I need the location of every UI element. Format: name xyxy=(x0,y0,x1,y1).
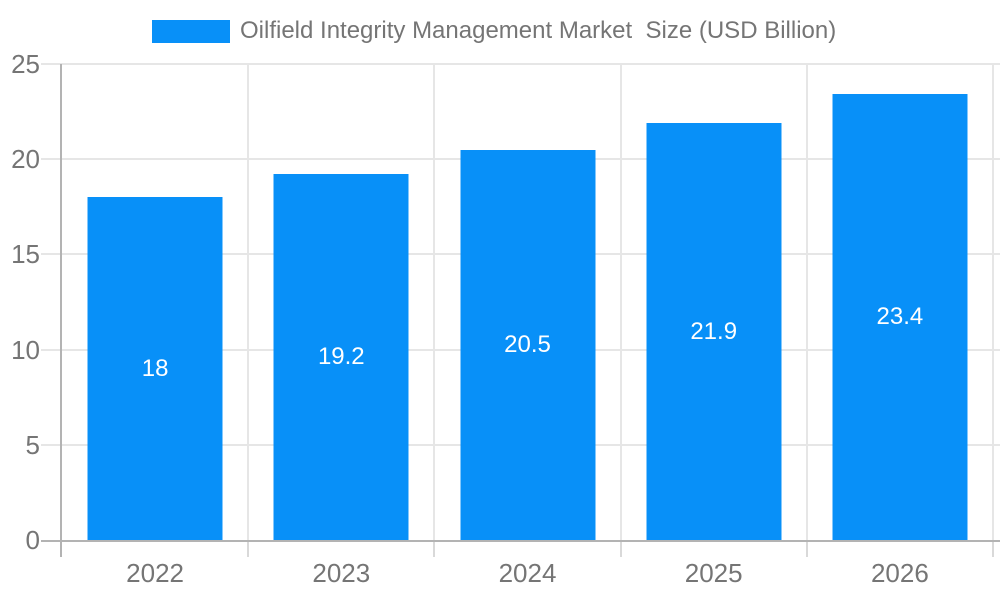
x-gridline xyxy=(619,64,622,540)
bar-value-label: 18 xyxy=(141,354,169,382)
y-axis-label: 0 xyxy=(25,525,40,555)
bar[interactable]: 23.4 xyxy=(832,94,968,540)
x-axis-line xyxy=(41,540,1000,542)
y-axis-label: 15 xyxy=(11,239,40,270)
bar-value-label: 21.9 xyxy=(690,317,738,345)
bar[interactable]: 20.5 xyxy=(460,149,595,540)
x-tick xyxy=(619,542,622,557)
y-gridline xyxy=(41,63,1000,65)
bar[interactable]: 21.9 xyxy=(646,123,782,540)
bar-value-label: 20.5 xyxy=(504,330,551,358)
bar[interactable]: 18 xyxy=(87,197,223,540)
y-axis-label: 20 xyxy=(11,144,40,175)
legend: Oilfield Integrity Management Market Siz… xyxy=(152,19,836,43)
x-gridline xyxy=(433,64,436,540)
x-tick xyxy=(433,542,436,557)
x-gridline xyxy=(805,64,808,540)
legend-item[interactable]: Oilfield Integrity Management Market Siz… xyxy=(152,19,836,43)
bar-value-label: 19.2 xyxy=(317,343,365,371)
x-axis-label: 2026 xyxy=(870,558,929,588)
y-axis-label: 5 xyxy=(25,429,40,460)
x-gridline xyxy=(247,64,250,540)
y-axis-line xyxy=(60,64,62,557)
y-axis-label: 25 xyxy=(11,49,40,79)
x-axis-label: 2022 xyxy=(126,558,185,588)
plot-area: 18 19.2 20.5 21.9 23.4 0 5 10 15 20 25 2022 2023 202… xyxy=(11,51,1000,586)
bar-value-label: 23.4 xyxy=(876,303,924,331)
y-axis-label: 10 xyxy=(11,334,40,365)
bar[interactable]: 19.2 xyxy=(273,174,409,540)
x-axis-label: 2024 xyxy=(498,558,557,588)
x-axis-label: 2023 xyxy=(312,558,371,588)
x-axis-label: 2025 xyxy=(684,558,743,588)
legend-swatch xyxy=(152,19,230,43)
legend-label: Oilfield Integrity Management Market Siz… xyxy=(240,17,837,44)
x-tick xyxy=(805,542,808,557)
x-tick xyxy=(247,542,250,557)
x-tick xyxy=(992,542,994,557)
x-gridline xyxy=(992,64,994,540)
